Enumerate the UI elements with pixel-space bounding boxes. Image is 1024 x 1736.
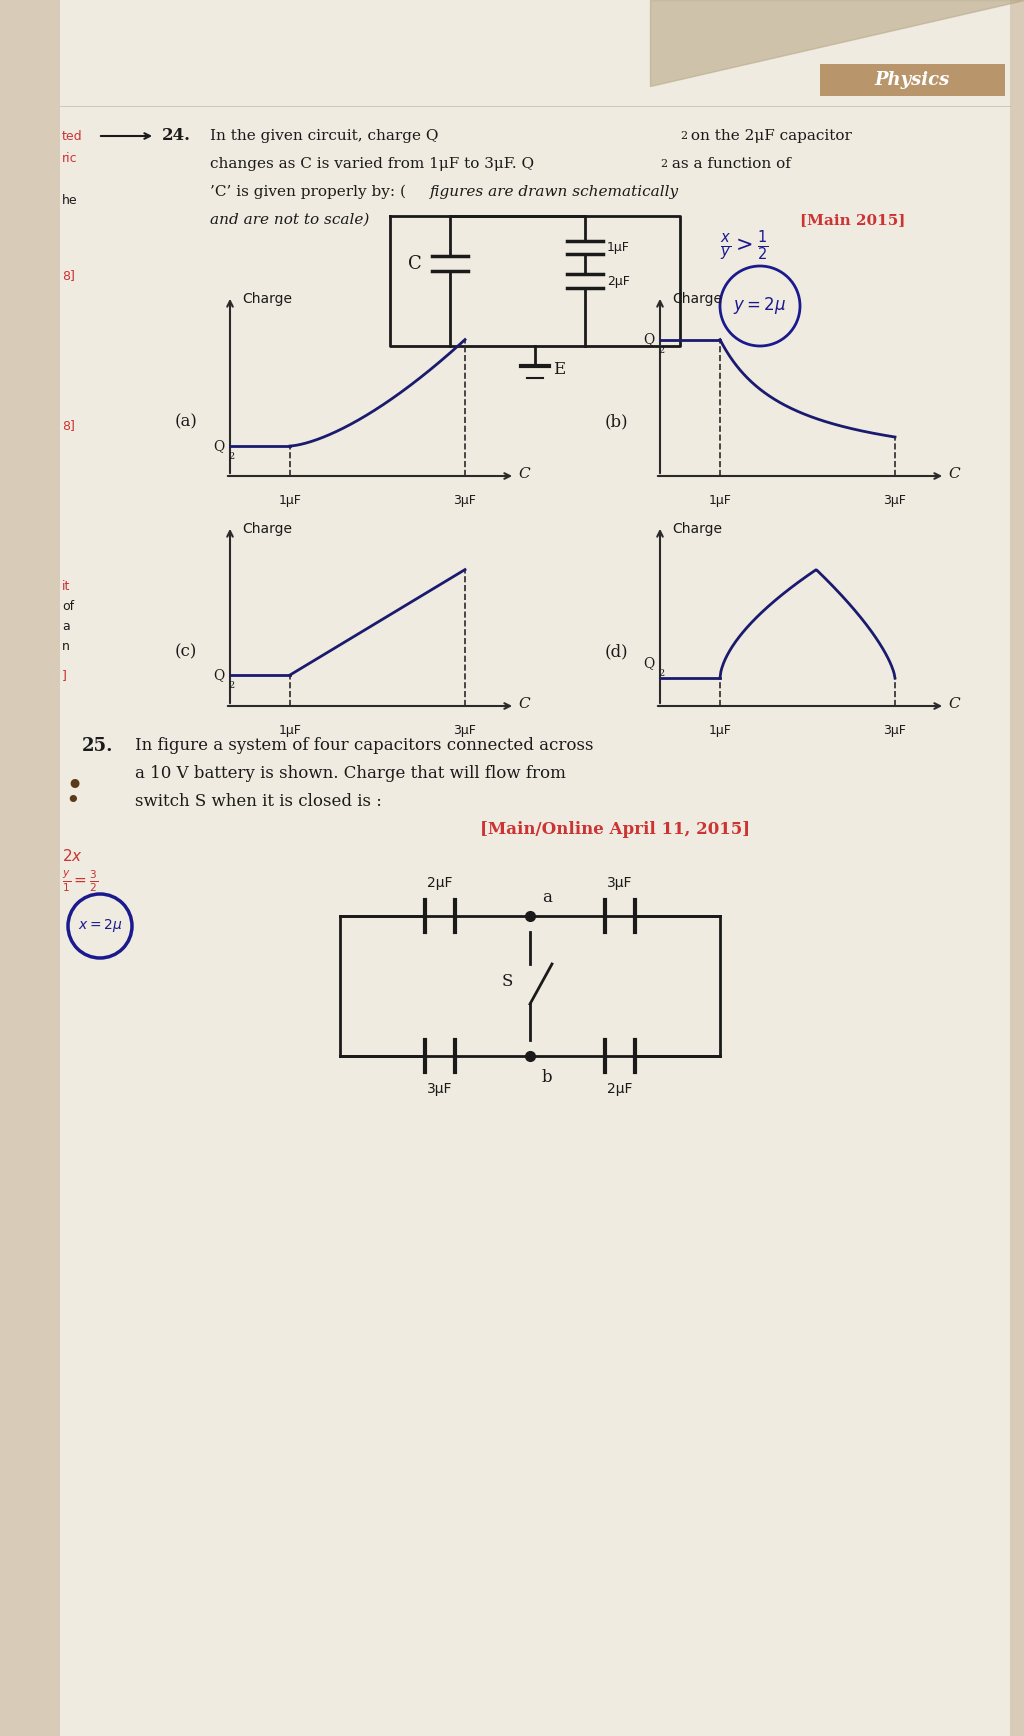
Text: and are not to scale): and are not to scale) bbox=[210, 214, 370, 227]
Text: 2: 2 bbox=[658, 668, 665, 679]
Text: $2x$: $2x$ bbox=[62, 847, 83, 865]
Text: b: b bbox=[542, 1069, 553, 1087]
Text: C: C bbox=[518, 696, 529, 712]
Text: C: C bbox=[948, 696, 959, 712]
Text: (b): (b) bbox=[605, 413, 629, 431]
Text: 2: 2 bbox=[680, 130, 687, 141]
Text: 2μF: 2μF bbox=[607, 1082, 633, 1095]
Text: of: of bbox=[62, 599, 74, 613]
Text: n: n bbox=[62, 639, 70, 653]
Text: Q: Q bbox=[644, 333, 655, 347]
Text: (d): (d) bbox=[605, 644, 629, 660]
Text: [Main/Online April 11, 2015]: [Main/Online April 11, 2015] bbox=[480, 821, 751, 838]
Text: 2: 2 bbox=[658, 345, 665, 354]
Text: on the 2μF capacitor: on the 2μF capacitor bbox=[686, 128, 852, 142]
Text: In figure a system of four capacitors connected across: In figure a system of four capacitors co… bbox=[135, 738, 594, 755]
Text: Charge: Charge bbox=[242, 523, 292, 536]
Text: Q: Q bbox=[644, 656, 655, 670]
Text: 3μF: 3μF bbox=[884, 495, 906, 507]
Text: as a function of: as a function of bbox=[667, 156, 791, 172]
Text: E: E bbox=[553, 361, 565, 378]
Text: changes as C is varied from 1μF to 3μF. Q: changes as C is varied from 1μF to 3μF. … bbox=[210, 156, 535, 172]
Text: a 10 V battery is shown. Charge that will flow from: a 10 V battery is shown. Charge that wil… bbox=[135, 766, 566, 783]
Text: 2μF: 2μF bbox=[427, 877, 453, 891]
Text: [Main 2015]: [Main 2015] bbox=[800, 214, 905, 227]
Text: In the given circuit, charge Q: In the given circuit, charge Q bbox=[210, 128, 438, 142]
Text: he: he bbox=[62, 194, 78, 208]
Text: 8]: 8] bbox=[62, 420, 75, 432]
Text: 1μF: 1μF bbox=[279, 495, 301, 507]
Text: 3μF: 3μF bbox=[607, 877, 633, 891]
Polygon shape bbox=[60, 0, 1010, 1736]
Text: C: C bbox=[518, 467, 529, 481]
Text: •: • bbox=[65, 771, 83, 800]
Text: 24.: 24. bbox=[162, 127, 191, 144]
Text: (c): (c) bbox=[175, 644, 198, 660]
Text: (a): (a) bbox=[175, 413, 198, 431]
Text: Charge: Charge bbox=[672, 292, 722, 306]
FancyBboxPatch shape bbox=[820, 64, 1005, 95]
Text: 3μF: 3μF bbox=[454, 495, 476, 507]
Text: 1μF: 1μF bbox=[709, 495, 731, 507]
Text: C: C bbox=[409, 255, 422, 273]
Text: switch S when it is closed is :: switch S when it is closed is : bbox=[135, 793, 382, 811]
Text: $x=2\mu$: $x=2\mu$ bbox=[78, 918, 122, 934]
Text: Charge: Charge bbox=[242, 292, 292, 306]
Text: 2μF: 2μF bbox=[607, 274, 630, 288]
Text: Q: Q bbox=[214, 439, 225, 453]
Text: Charge: Charge bbox=[672, 523, 722, 536]
Text: 3μF: 3μF bbox=[454, 724, 476, 738]
Text: •: • bbox=[65, 788, 80, 812]
Text: 1μF: 1μF bbox=[279, 724, 301, 738]
Text: figures are drawn schematically: figures are drawn schematically bbox=[430, 186, 679, 200]
Text: 1μF: 1μF bbox=[709, 724, 731, 738]
Text: C: C bbox=[948, 467, 959, 481]
Text: 25.: 25. bbox=[82, 738, 114, 755]
Text: a: a bbox=[542, 889, 552, 906]
Text: 2: 2 bbox=[228, 681, 234, 689]
Text: 1μF: 1μF bbox=[607, 241, 630, 253]
Text: Q: Q bbox=[214, 668, 225, 682]
Text: a: a bbox=[62, 620, 70, 632]
Text: Physics: Physics bbox=[874, 71, 949, 89]
Text: $\frac{y}{1}=\frac{3}{2}$: $\frac{y}{1}=\frac{3}{2}$ bbox=[62, 868, 98, 894]
Text: $\frac{x}{y}>\frac{1}{2}$: $\frac{x}{y}>\frac{1}{2}$ bbox=[720, 229, 769, 264]
Text: $y=2\mu$: $y=2\mu$ bbox=[733, 295, 786, 316]
Text: ric: ric bbox=[62, 151, 78, 165]
Text: 2: 2 bbox=[660, 160, 667, 168]
Text: 3μF: 3μF bbox=[884, 724, 906, 738]
Text: 8]: 8] bbox=[62, 269, 75, 283]
Text: ted: ted bbox=[62, 130, 83, 142]
Text: S: S bbox=[502, 972, 513, 990]
Text: ]: ] bbox=[62, 670, 67, 682]
Text: 2: 2 bbox=[228, 451, 234, 462]
Text: it: it bbox=[62, 580, 71, 592]
Text: 3μF: 3μF bbox=[427, 1082, 453, 1095]
Text: ’C’ is given properly by: (: ’C’ is given properly by: ( bbox=[210, 184, 406, 200]
